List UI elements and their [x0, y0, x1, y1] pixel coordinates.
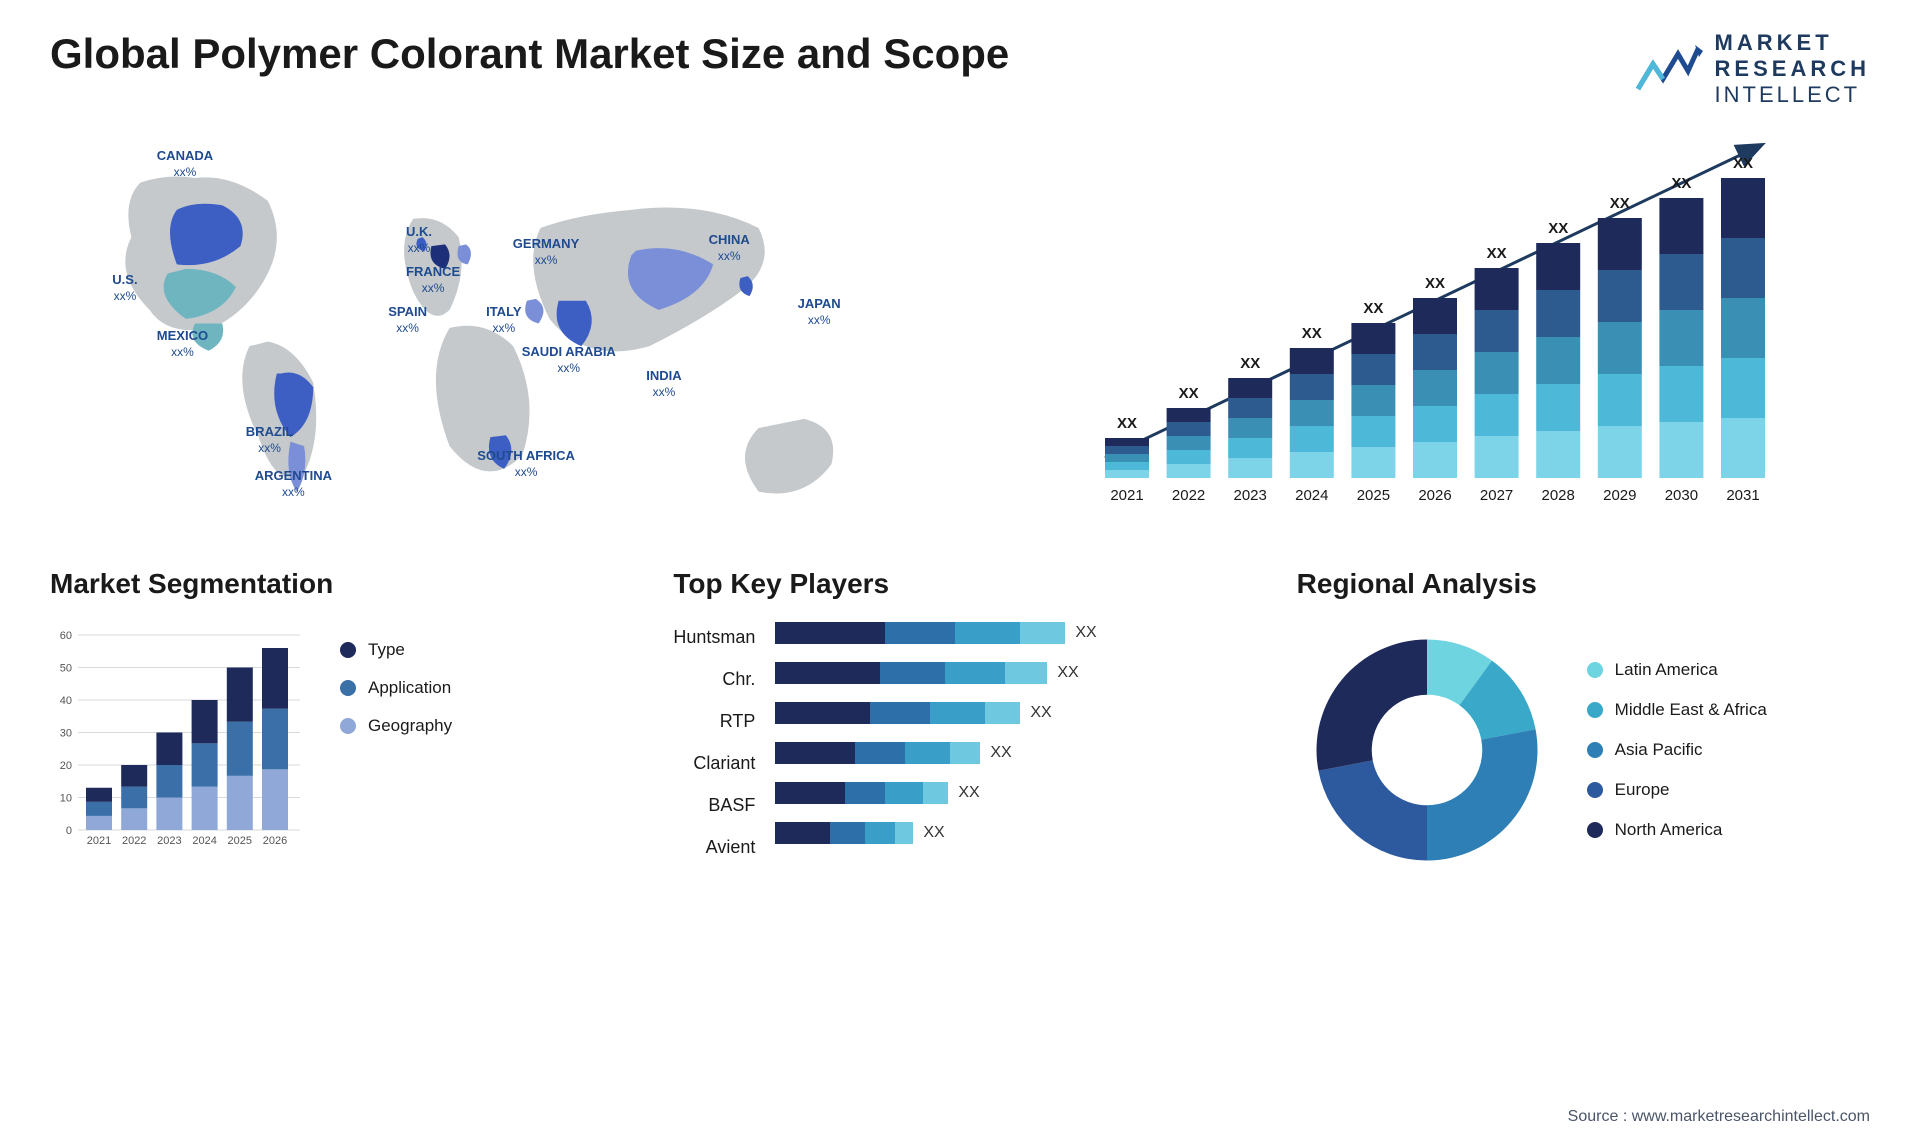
- player-name: Huntsman: [673, 624, 755, 650]
- map-label: FRANCExx%: [406, 264, 460, 295]
- logo-line1: MARKET: [1715, 30, 1870, 56]
- segmentation-title: Market Segmentation: [50, 568, 623, 600]
- player-name: RTP: [673, 708, 755, 734]
- player-bar-row: XX: [775, 780, 1096, 806]
- players-title: Top Key Players: [673, 568, 1246, 600]
- player-value: XX: [923, 824, 944, 842]
- player-bar-row: XX: [775, 740, 1096, 766]
- growth-chart: XX 2021 XX 2022 XX 2023 XX 2024 XX 2025 XX 2026 XX 20…: [980, 128, 1870, 528]
- map-label: ARGENTINAxx%: [255, 468, 332, 499]
- player-labels: Huntsman Chr. RTP Clariant BASF Avient: [673, 620, 755, 860]
- player-name: BASF: [673, 792, 755, 818]
- legend-item: Latin America: [1587, 660, 1767, 680]
- player-value: XX: [990, 744, 1011, 762]
- map-label: SOUTH AFRICAxx%: [477, 448, 575, 479]
- page-title: Global Polymer Colorant Market Size and …: [50, 30, 1009, 78]
- svg-text:XX: XX: [1548, 220, 1568, 237]
- segmentation-panel: Market Segmentation 0 10 20 30 40 50 60 2021 202…: [50, 568, 623, 880]
- svg-text:2026: 2026: [263, 835, 287, 847]
- logo-line3: INTELLECT: [1715, 82, 1870, 108]
- player-name: Chr.: [673, 666, 755, 692]
- growth-chart-svg: XX 2021 XX 2022 XX 2023 XX 2024 XX 2025 XX 2026 XX 20…: [980, 128, 1870, 528]
- map-label: ITALYxx%: [486, 304, 521, 335]
- player-bar-row: XX: [775, 820, 1096, 846]
- player-value: XX: [958, 784, 979, 802]
- svg-text:2029: 2029: [1603, 487, 1636, 504]
- legend-item: Asia Pacific: [1587, 740, 1767, 760]
- player-bars: XX XX XX XX XX XX: [775, 620, 1096, 860]
- svg-text:20: 20: [60, 760, 72, 772]
- svg-text:10: 10: [60, 793, 72, 805]
- legend-item: North America: [1587, 820, 1767, 840]
- regional-panel: Regional Analysis Latin America Middle Ea…: [1297, 568, 1870, 880]
- svg-text:2026: 2026: [1418, 487, 1451, 504]
- map-label: JAPANxx%: [798, 296, 841, 327]
- svg-text:2023: 2023: [157, 835, 181, 847]
- players-panel: Top Key Players Huntsman Chr. RTP Clariant B…: [673, 568, 1246, 880]
- map-label: MEXICOxx%: [157, 328, 208, 359]
- player-name: Clariant: [673, 750, 755, 776]
- map-label: INDIAxx%: [646, 368, 681, 399]
- player-value: XX: [1030, 704, 1051, 722]
- svg-text:60: 60: [60, 630, 72, 642]
- svg-text:2024: 2024: [192, 835, 216, 847]
- legend-item: Geography: [340, 716, 452, 736]
- logo-icon: [1633, 39, 1703, 99]
- map-label: GERMANYxx%: [513, 236, 579, 267]
- segmentation-legend: Type Application Geography: [340, 620, 452, 850]
- map-label: U.K.xx%: [406, 224, 432, 255]
- svg-text:XX: XX: [1179, 385, 1199, 402]
- svg-text:2030: 2030: [1665, 487, 1698, 504]
- svg-text:40: 40: [60, 695, 72, 707]
- svg-text:XX: XX: [1671, 175, 1691, 192]
- svg-text:2031: 2031: [1726, 487, 1759, 504]
- svg-text:30: 30: [60, 728, 72, 740]
- svg-text:XX: XX: [1610, 195, 1630, 212]
- svg-text:XX: XX: [1363, 300, 1383, 317]
- world-map: CANADAxx% U.S.xx% MEXICOxx% BRAZILxx% ARGENT…: [50, 128, 940, 528]
- player-bar-row: XX: [775, 620, 1096, 646]
- logo-line2: RESEARCH: [1715, 56, 1870, 82]
- svg-text:2022: 2022: [122, 835, 146, 847]
- map-label: CANADAxx%: [157, 148, 213, 179]
- svg-text:XX: XX: [1240, 355, 1260, 372]
- map-label: CHINAxx%: [709, 232, 750, 263]
- map-label: U.S.xx%: [112, 272, 137, 303]
- map-label: SAUDI ARABIAxx%: [522, 344, 616, 375]
- player-value: XX: [1075, 624, 1096, 642]
- player-name: Avient: [673, 834, 755, 860]
- svg-text:XX: XX: [1117, 415, 1137, 432]
- legend-item: Application: [340, 678, 452, 698]
- source-text: Source : www.marketresearchintellect.com: [1568, 1108, 1870, 1126]
- svg-text:2025: 2025: [1357, 487, 1390, 504]
- svg-text:50: 50: [60, 663, 72, 675]
- svg-text:XX: XX: [1425, 275, 1445, 292]
- svg-text:2022: 2022: [1172, 487, 1205, 504]
- regional-legend: Latin America Middle East & Africa Asia Pa…: [1587, 660, 1767, 840]
- svg-text:2023: 2023: [1234, 487, 1267, 504]
- svg-text:XX: XX: [1487, 245, 1507, 262]
- map-label: BRAZILxx%: [246, 424, 294, 455]
- segmentation-chart-svg: 0 10 20 30 40 50 60 2021 2022 2023 2024 2025 2026: [50, 620, 310, 850]
- player-value: XX: [1057, 664, 1078, 682]
- svg-text:2027: 2027: [1480, 487, 1513, 504]
- svg-text:2024: 2024: [1295, 487, 1328, 504]
- brand-logo: MARKET RESEARCH INTELLECT: [1633, 30, 1870, 108]
- svg-text:2025: 2025: [228, 835, 252, 847]
- svg-text:2021: 2021: [87, 835, 111, 847]
- player-bar-row: XX: [775, 660, 1096, 686]
- legend-item: Europe: [1587, 780, 1767, 800]
- svg-text:0: 0: [66, 825, 72, 837]
- map-label: SPAINxx%: [388, 304, 427, 335]
- donut-chart-svg: [1297, 620, 1557, 880]
- svg-text:XX: XX: [1302, 325, 1322, 342]
- legend-item: Middle East & Africa: [1587, 700, 1767, 720]
- player-bar-row: XX: [775, 700, 1096, 726]
- svg-text:2028: 2028: [1542, 487, 1575, 504]
- legend-item: Type: [340, 640, 452, 660]
- svg-text:2021: 2021: [1110, 487, 1143, 504]
- svg-text:XX: XX: [1733, 155, 1753, 172]
- regional-title: Regional Analysis: [1297, 568, 1870, 600]
